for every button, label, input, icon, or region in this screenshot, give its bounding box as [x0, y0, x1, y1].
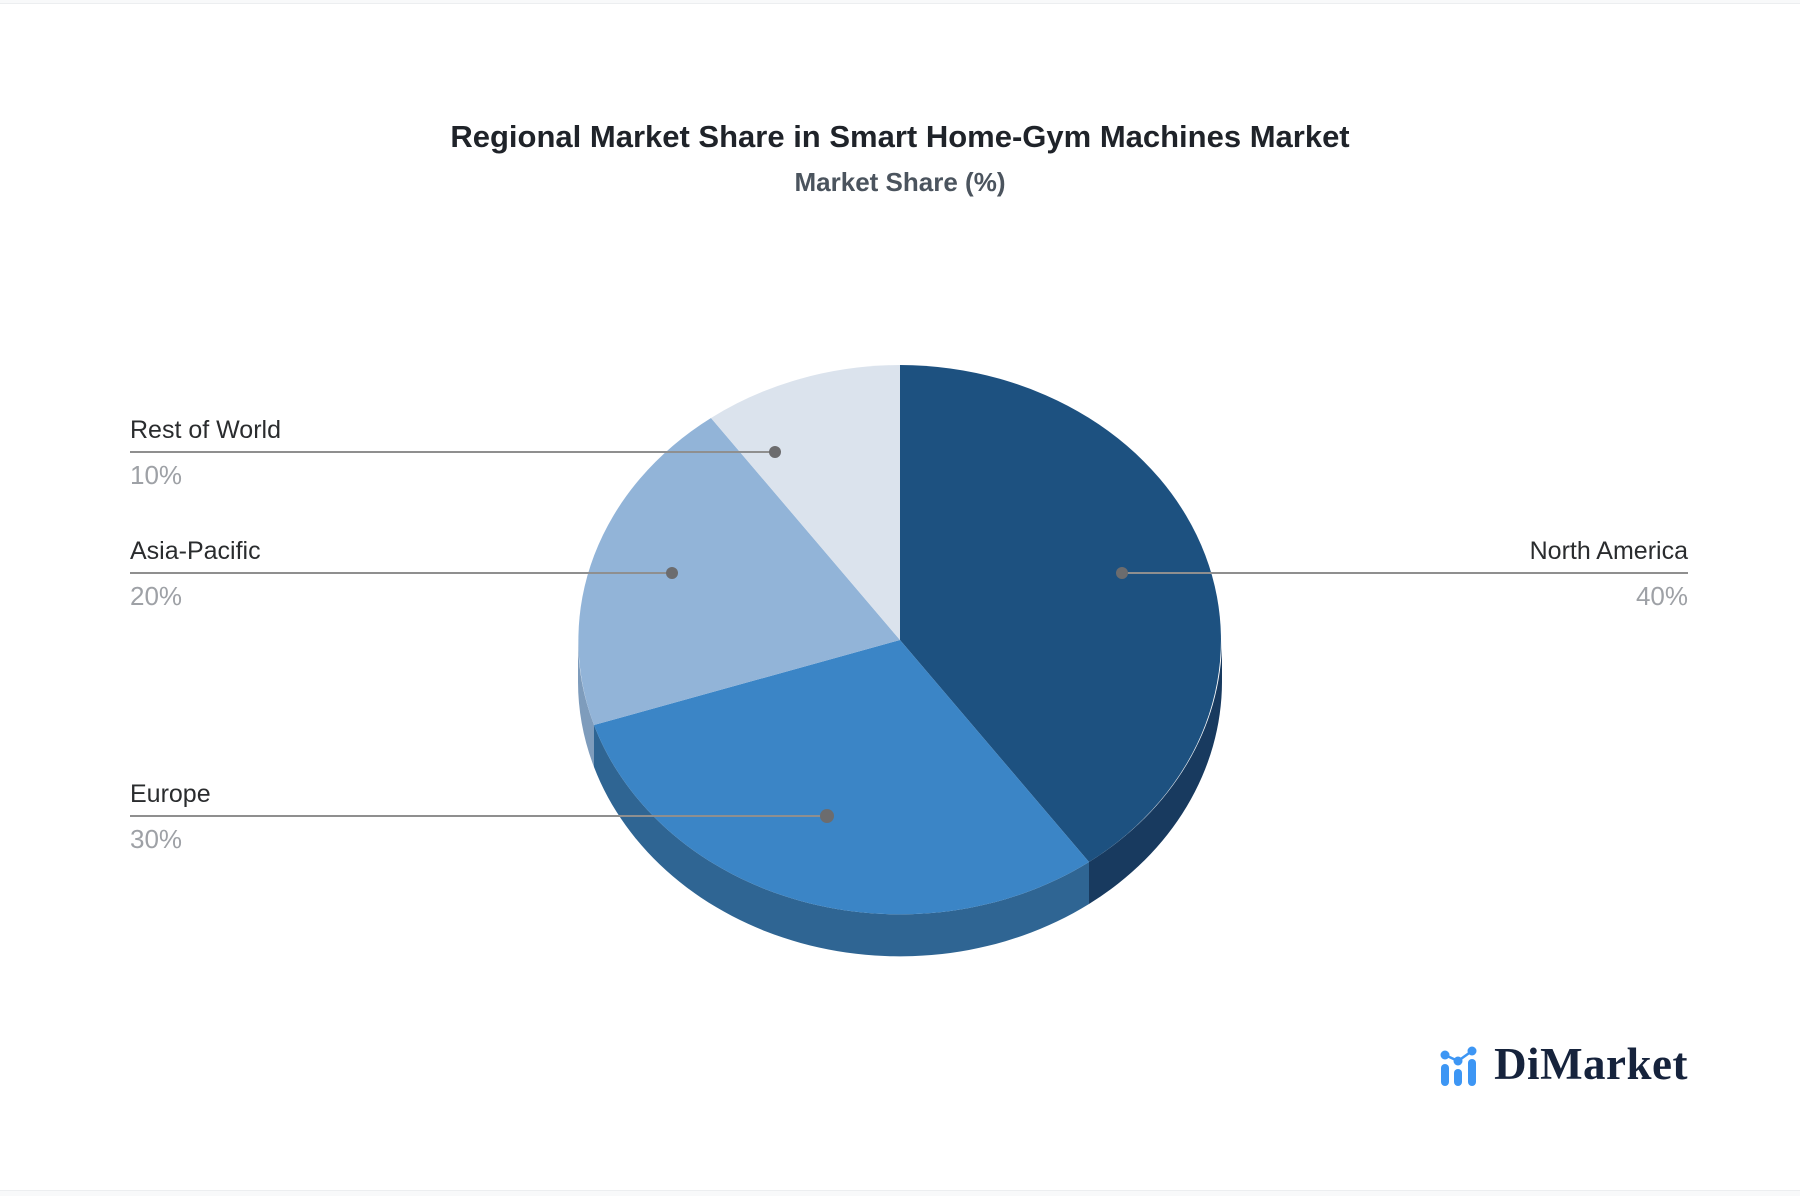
pie-slice-north-america — [900, 365, 1221, 862]
value-north-america: 40% — [1635, 581, 1688, 611]
label-europe: Europe — [130, 780, 211, 808]
leader-dot-rest-of-world — [769, 446, 781, 458]
page-bottom-edge — [0, 1190, 1800, 1196]
label-north-america: North America — [1529, 537, 1688, 565]
leader-dot-asia-pacific — [666, 567, 678, 579]
logo-text: DiMarket — [1494, 1039, 1688, 1089]
bar-chart-logo-icon — [1440, 1046, 1477, 1086]
value-rest-of-world: 10% — [130, 460, 183, 490]
page-top-edge — [0, 0, 1800, 4]
chart-subtitle: Market Share (%) — [794, 167, 1006, 197]
label-asia-pacific: Asia-Pacific — [130, 537, 261, 565]
leader-dot-north-america — [1116, 567, 1128, 579]
chart-header: Regional Market Share in Smart Home-Gym … — [0, 118, 1800, 198]
chart-title: Regional Market Share in Smart Home-Gym … — [450, 119, 1350, 154]
pie-side-asia-pacific — [578, 640, 594, 767]
pie-side-europe — [594, 725, 1089, 957]
pie-slice-europe — [594, 640, 1089, 915]
dimarket-logo: DiMarket — [1438, 1036, 1688, 1092]
value-asia-pacific: 20% — [130, 581, 183, 611]
label-rest-of-world: Rest of World — [130, 416, 281, 444]
value-europe: 30% — [130, 824, 183, 854]
leader-dot-europe — [820, 809, 834, 823]
pie-slice-rest-of-world — [711, 365, 900, 640]
pie-slice-asia-pacific — [578, 418, 900, 725]
pie-side-north-america — [1089, 640, 1222, 904]
